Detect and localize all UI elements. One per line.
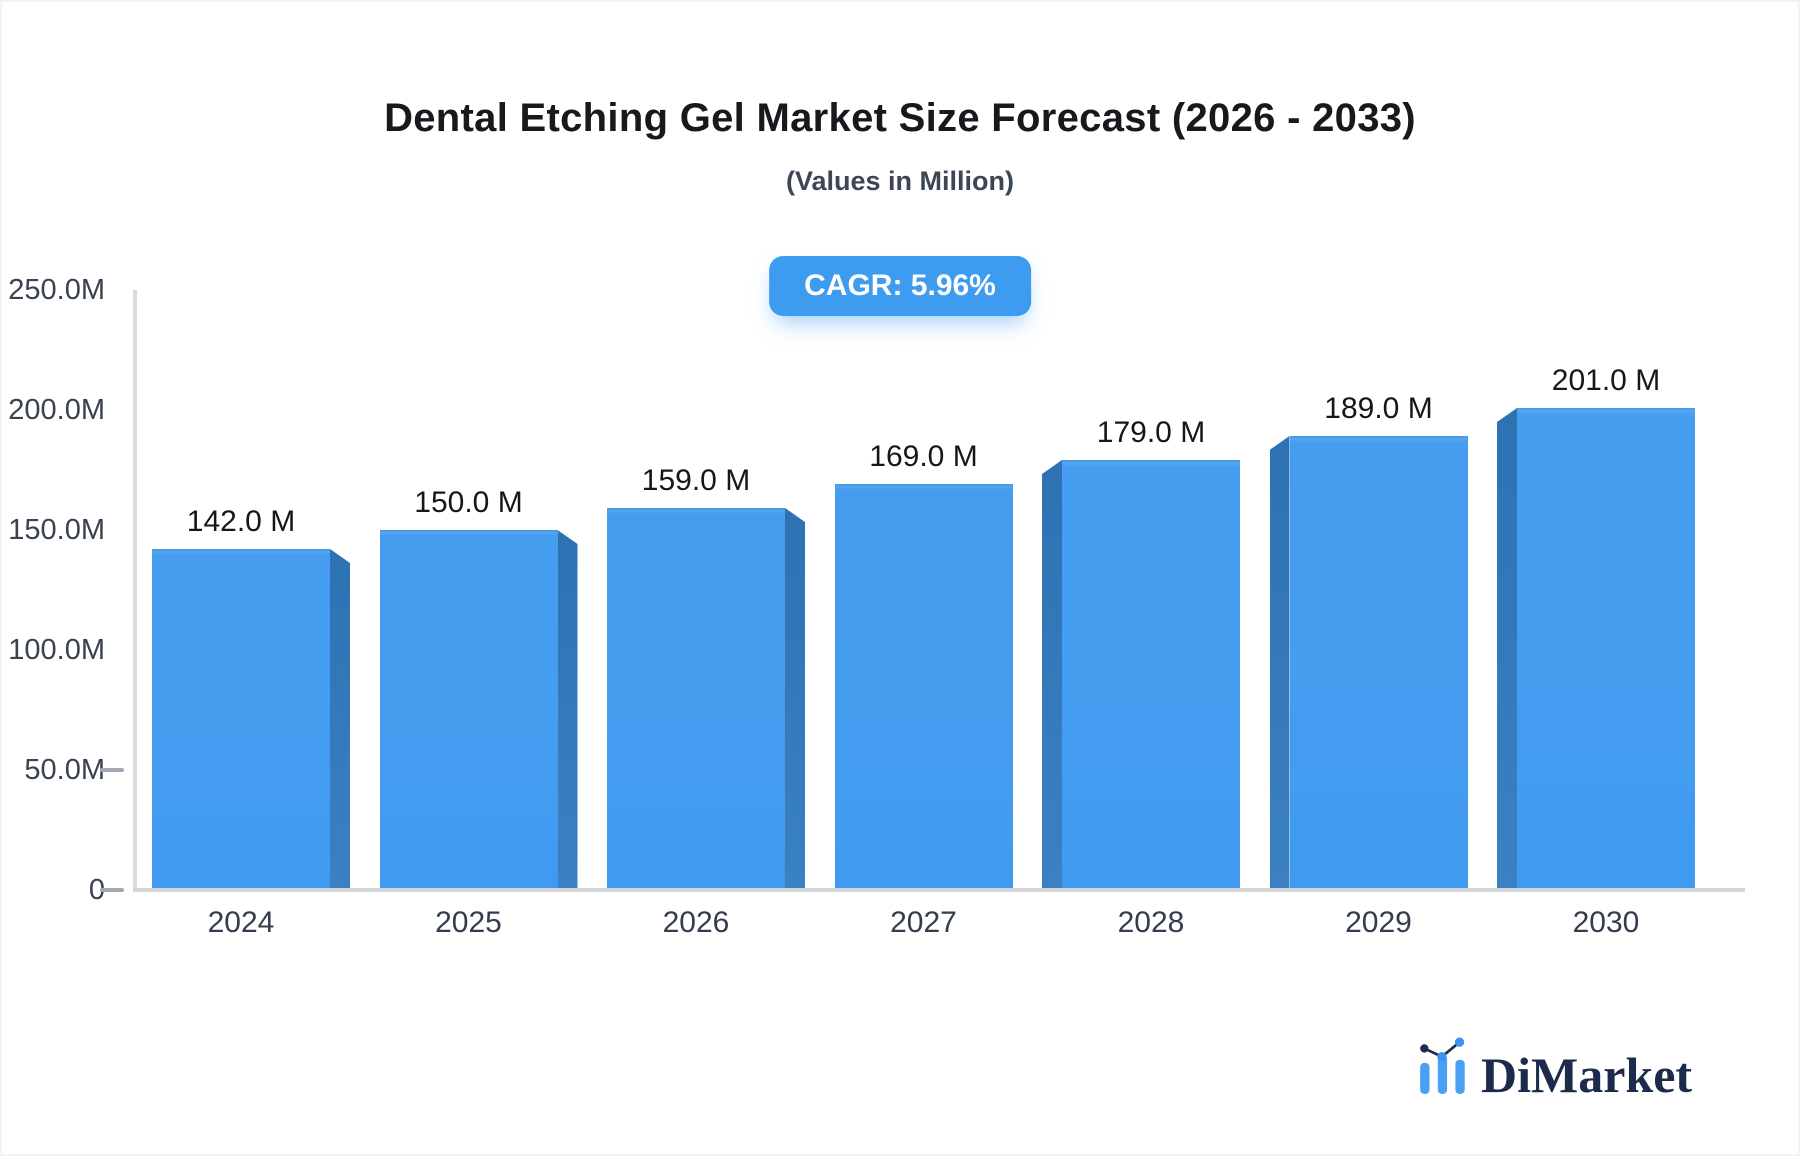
mini-bar-line-chart-icon [1420,1037,1465,1094]
bar-side [557,530,578,890]
x-axis-label: 2028 [1117,906,1185,939]
bar-face [152,549,330,890]
chart-title: Dental Etching Gel Market Size Forecast … [384,96,1416,140]
brand-logo: DiMarket [1420,1036,1692,1100]
bar-face [607,508,785,890]
bar-value-label: 150.0 M [414,486,523,519]
x-axis-line [133,888,1745,892]
x-axis-label: 2030 [1572,906,1640,939]
bar-face [1289,436,1468,890]
y-axis-line [133,290,137,890]
x-axis-label: 2027 [890,906,957,939]
y-axis-label: 250.0M [8,274,105,306]
x-axis-label: 2029 [1345,906,1412,939]
cagr-badge: CAGR: 5.96% [769,256,1031,316]
y-axis-label: 100.0M [8,634,105,666]
x-axis-label: 2025 [435,906,502,939]
brand-logo-text: DiMarket [1481,1047,1693,1103]
y-axis-label: 50.0M [24,754,105,786]
bar-face [1062,460,1240,890]
bar-value-label: 159.0 M [641,464,751,497]
x-axis-label: 2026 [662,906,730,939]
y-axis-label: 150.0M [8,514,105,546]
bar-value-label: 142.0 M [186,505,296,538]
chart-subtitle: (Values in Million) [785,166,1015,196]
bar-value-label: 189.0 M [1324,392,1433,425]
y-axis-tick [100,768,124,772]
y-axis-label: 200.0M [8,394,105,426]
bar-side [1497,408,1517,890]
bar-face [1517,408,1695,890]
bar-value-label: 179.0 M [1096,416,1206,449]
bar-value-label: 201.0 M [1551,364,1661,397]
bar-side [1042,460,1062,890]
bar-side [785,508,805,890]
y-axis-tick [100,888,124,892]
bar-side [1269,436,1290,890]
x-axis-label: 2024 [207,906,275,939]
bar-face [379,530,558,890]
y-axis-label: 0 [88,874,105,906]
bar-side [330,549,350,890]
bar-value-label: 169.0 M [869,440,978,473]
bar-face [834,484,1013,890]
